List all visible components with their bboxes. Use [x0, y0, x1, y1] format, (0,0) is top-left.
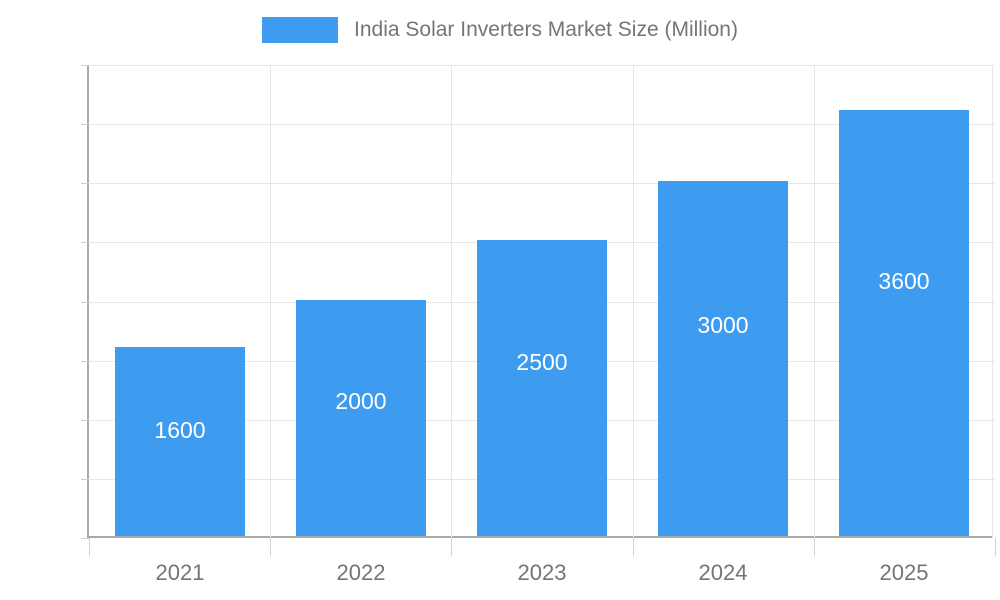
x-tick-mark — [451, 538, 452, 556]
x-gridline — [451, 65, 452, 538]
y-gridline — [89, 65, 995, 66]
bar-value-label: 3000 — [697, 312, 749, 339]
y-tick-mark — [81, 124, 89, 126]
bar-2025[interactable]: 3600 — [839, 110, 969, 536]
bar-2021[interactable]: 1600 — [115, 346, 245, 536]
y-tick-mark — [81, 301, 89, 303]
y-tick-mark — [81, 360, 89, 362]
y-tick-mark — [81, 419, 89, 421]
legend-color-swatch-icon — [262, 17, 339, 43]
x-tick-mark — [814, 538, 815, 556]
y-gridline — [89, 124, 995, 126]
x-gridline — [270, 65, 271, 538]
x-axis-tick-label-2021: 2021 — [155, 560, 205, 585]
x-gridline — [814, 65, 815, 538]
bar-value-label: 1600 — [154, 416, 206, 443]
y-tick-mark — [81, 65, 89, 66]
x-gridline — [633, 65, 634, 538]
chart-legend: India Solar Inverters Market Size (Milli… — [0, 12, 1000, 48]
y-tick-mark — [81, 538, 89, 539]
y-tick-mark — [81, 478, 89, 480]
bar-2024[interactable]: 3000 — [658, 181, 788, 536]
bar-value-label: 3600 — [878, 268, 930, 295]
legend-label: India Solar Inverters Market Size (Milli… — [354, 18, 738, 41]
y-gridline — [89, 183, 995, 185]
legend-item-series-1[interactable]: India Solar Inverters Market Size (Milli… — [262, 17, 738, 43]
x-tick-mark — [89, 538, 90, 556]
x-axis-tick-label-2025: 2025 — [879, 560, 929, 585]
plot-area: 0500100015002000250030003500400016002021… — [81, 65, 996, 585]
x-tick-mark — [995, 538, 996, 556]
y-tick-mark — [81, 242, 89, 244]
x-axis-tick-label-2023: 2023 — [517, 560, 567, 585]
x-axis-tick-label-2024: 2024 — [698, 560, 748, 585]
bar-value-label: 2000 — [335, 387, 387, 414]
y-tick-mark — [81, 183, 89, 185]
bar-value-label: 2500 — [516, 349, 568, 376]
x-axis-tick-label-2022: 2022 — [336, 560, 386, 585]
bar-2023[interactable]: 2500 — [477, 240, 607, 536]
x-tick-mark — [270, 538, 271, 556]
x-tick-mark — [633, 538, 634, 556]
bar-2022[interactable]: 2000 — [296, 299, 426, 536]
